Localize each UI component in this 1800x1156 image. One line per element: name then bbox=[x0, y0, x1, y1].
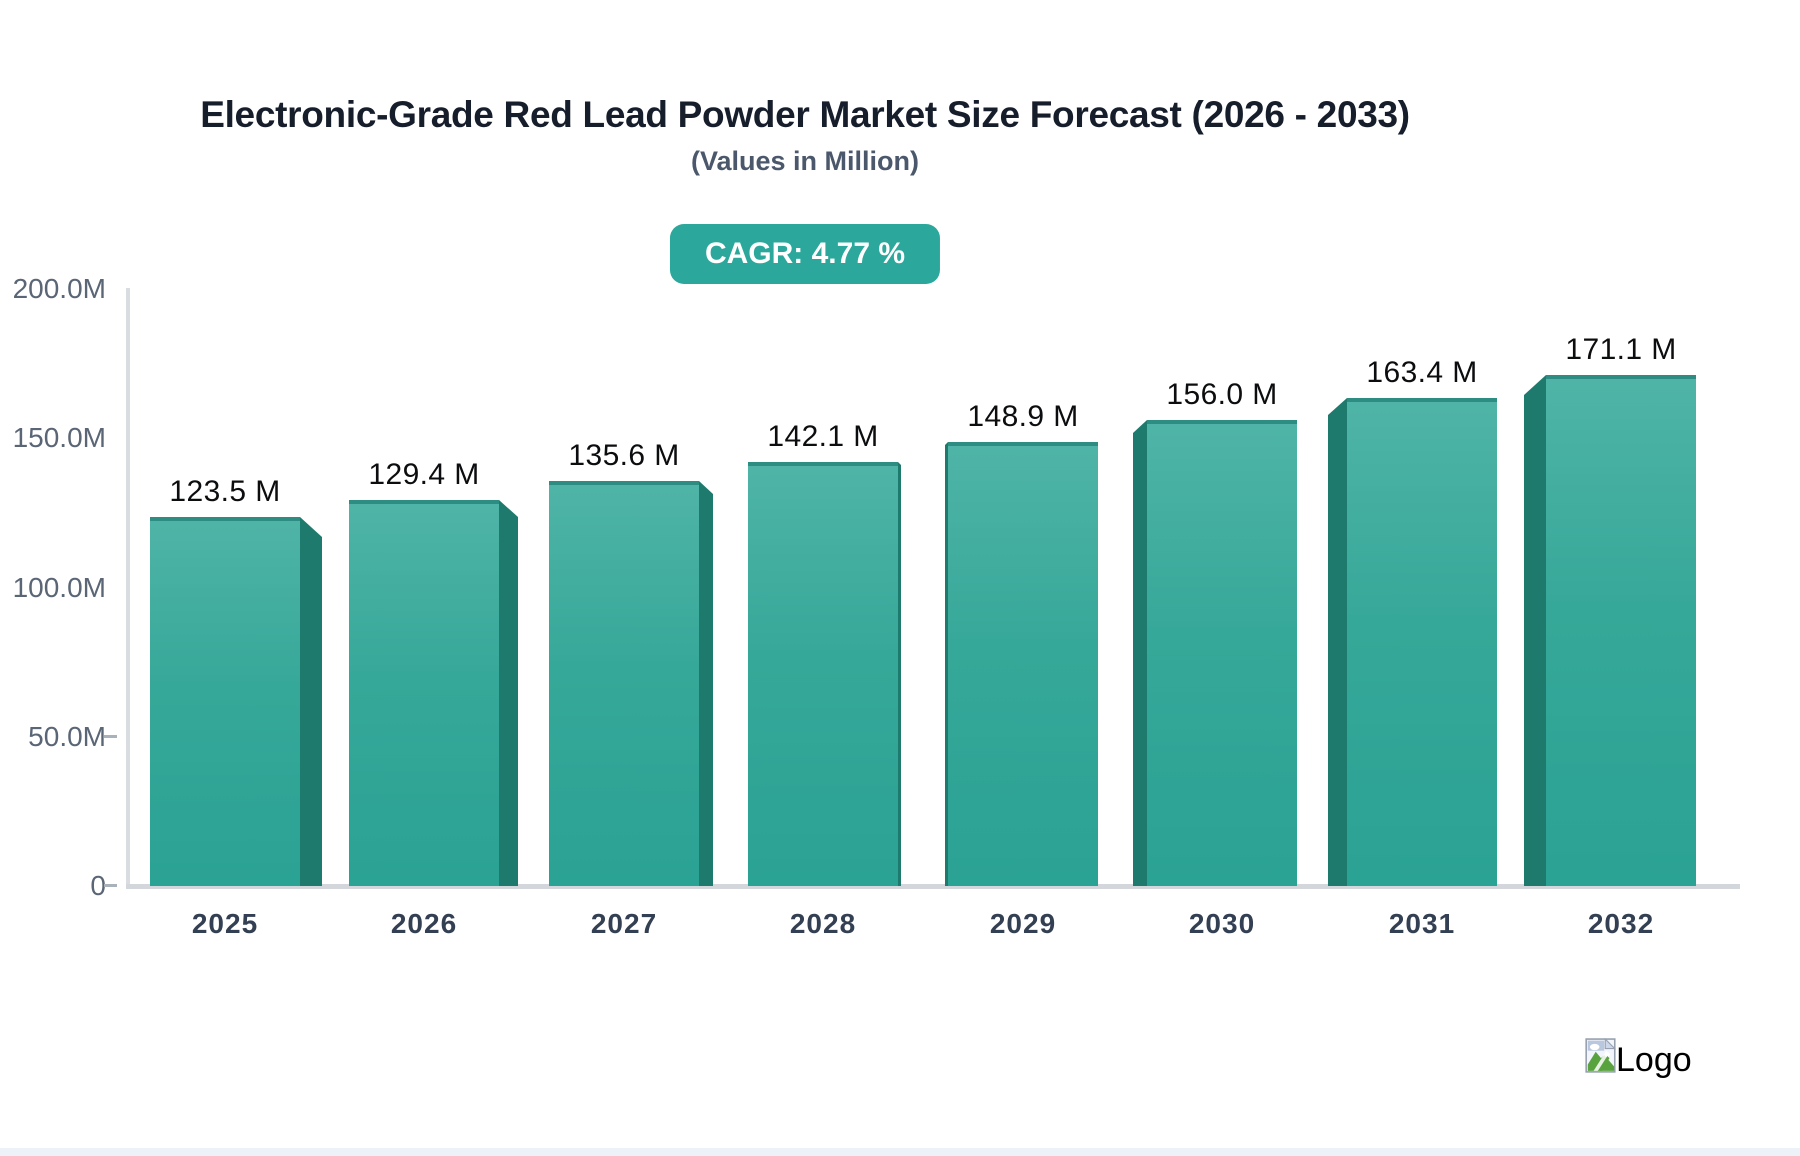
x-axis-label-2027: 2027 bbox=[590, 908, 658, 939]
chart-title: Electronic-Grade Red Lead Powder Market … bbox=[200, 94, 1410, 135]
bar-side-2027 bbox=[699, 481, 713, 886]
bar-value-label-2030: 156.0 M bbox=[1166, 378, 1278, 411]
bar-face-2026 bbox=[349, 500, 499, 886]
bar-side-2025 bbox=[300, 517, 322, 886]
bar-side-2032 bbox=[1524, 375, 1546, 886]
chart-subtitle: (Values in Million) bbox=[690, 146, 920, 176]
bar-face-2028 bbox=[748, 462, 898, 886]
bar-face-2032 bbox=[1546, 375, 1696, 886]
bar-value-label-2032: 171.1 M bbox=[1565, 333, 1677, 366]
bar-side-2029 bbox=[945, 442, 948, 886]
bar-2028 bbox=[748, 462, 901, 886]
bar-value-label-2027: 135.6 M bbox=[568, 439, 680, 472]
bar-face-2027 bbox=[549, 481, 699, 886]
x-axis-label-2032: 2032 bbox=[1587, 908, 1655, 939]
bar-value-label-2028: 142.1 M bbox=[767, 420, 879, 453]
x-axis-label-2028: 2028 bbox=[789, 908, 857, 939]
bar-face-2025 bbox=[150, 517, 300, 886]
bar-value-label-2031: 163.4 M bbox=[1366, 356, 1478, 389]
bar-2026 bbox=[349, 500, 518, 886]
logo-text: Logo bbox=[1616, 1041, 1692, 1079]
bar-2025 bbox=[150, 517, 322, 886]
y-axis-label-150.0M: 150.0M bbox=[12, 422, 106, 454]
bar-value-label-2029: 148.9 M bbox=[967, 400, 1079, 433]
x-axis-line bbox=[126, 884, 1740, 889]
x-axis-label-2026: 2026 bbox=[390, 908, 458, 939]
y-axis-label-50.0M: 50.0M bbox=[28, 720, 106, 752]
bar-value-label-2026: 129.4 M bbox=[368, 458, 480, 491]
bar-value-label-2025: 123.5 M bbox=[169, 475, 281, 508]
bar-side-2026 bbox=[499, 500, 518, 886]
bar-2027 bbox=[549, 481, 713, 886]
x-axis-label-2029: 2029 bbox=[989, 908, 1057, 939]
x-axis-label-2031: 2031 bbox=[1388, 908, 1456, 939]
bar-face-2031 bbox=[1347, 398, 1497, 886]
cagr-badge: CAGR: 4.77 % bbox=[669, 224, 941, 284]
y-axis-tickmark-0 bbox=[104, 884, 117, 887]
logo: Logo bbox=[1585, 1038, 1692, 1082]
y-axis-label-0: 0 bbox=[90, 870, 106, 901]
bar-face-2030 bbox=[1147, 420, 1297, 886]
bottom-strip bbox=[0, 1148, 1800, 1156]
bar-side-2028 bbox=[898, 462, 901, 886]
bar-2031 bbox=[1328, 398, 1497, 886]
broken-image-icon bbox=[1585, 1038, 1617, 1073]
bar-2029 bbox=[945, 442, 1098, 886]
bar-side-2031 bbox=[1328, 398, 1347, 886]
bar-2032 bbox=[1524, 375, 1696, 886]
y-axis-label-100.0M: 100.0M bbox=[12, 571, 106, 603]
bar-face-2029 bbox=[948, 442, 1098, 886]
y-axis-line bbox=[126, 288, 130, 886]
bar-side-2030 bbox=[1133, 420, 1147, 886]
y-axis-label-200.0M: 200.0M bbox=[12, 273, 106, 304]
x-axis-label-2030: 2030 bbox=[1188, 908, 1256, 939]
x-axis-label-2025: 2025 bbox=[191, 908, 259, 939]
bar-2030 bbox=[1133, 420, 1297, 886]
y-axis-tickmark-50.0M bbox=[104, 734, 117, 738]
